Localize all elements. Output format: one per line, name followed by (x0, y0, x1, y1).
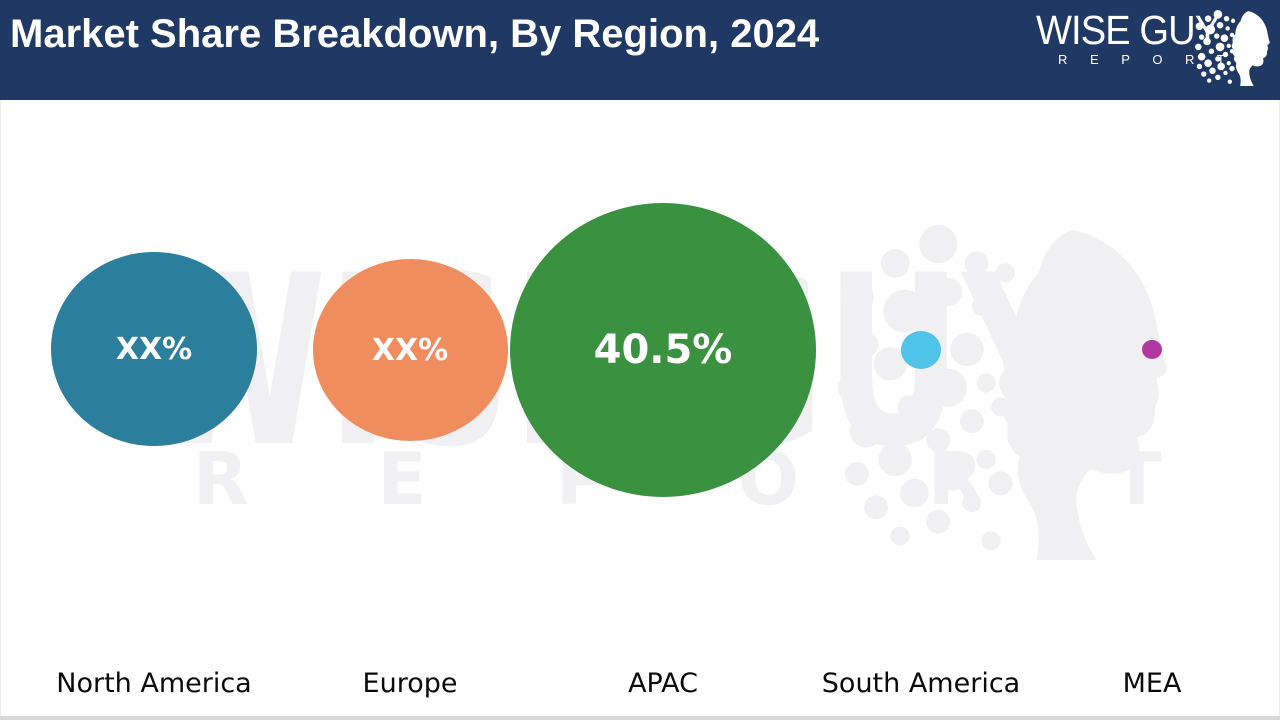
bubble-north-america: XX% (51, 252, 257, 446)
watermark-head-logo-icon (837, 225, 1167, 560)
header-bar: Market Share Breakdown, By Region, 2024 … (0, 0, 1280, 100)
logo-wiseguy-text: WISE GUY (1036, 7, 1220, 53)
bubble-europe: XX% (312, 259, 508, 441)
wise-guy-reports-logo: WISE GUY R E P O R T S (1036, 8, 1272, 94)
category-label-europe: Europe (362, 668, 458, 699)
category-label-apac: APAC (628, 668, 698, 699)
bottom-edge-strip (0, 716, 1280, 720)
bubble-mea (1142, 339, 1162, 359)
category-label-mea: MEA (1122, 668, 1182, 699)
logo-head-icon (1195, 10, 1270, 86)
page-title: Market Share Breakdown, By Region, 2024 (10, 12, 820, 56)
category-label-south-america: South America (821, 668, 1021, 699)
category-label-north-america: North America (56, 668, 252, 699)
bubble-apac: 40.5% (510, 203, 816, 497)
bubble-south-america (901, 331, 941, 369)
